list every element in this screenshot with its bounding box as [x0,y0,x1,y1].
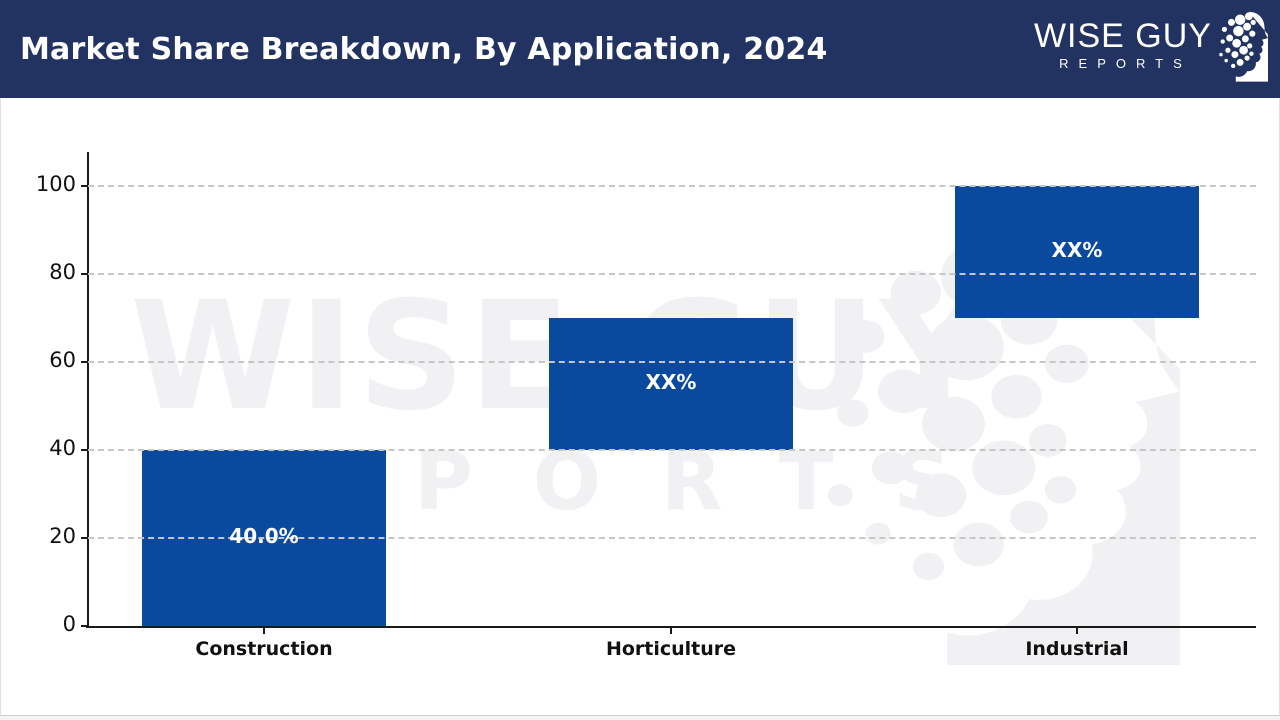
y-tick-label-100: 100 [35,172,76,196]
gridline-40 [88,449,1256,451]
x-tick-label-horticulture: Horticulture [605,638,737,660]
y-tick-60 [81,361,87,363]
logo-wordmark: WISE GUY [1033,17,1212,55]
frame-left-border [0,98,1,720]
bar-horticulture [549,318,793,450]
x-tick-construction [263,628,265,634]
logo-face-icon [1219,11,1268,82]
y-tick-0 [81,625,87,627]
y-tick-80 [81,273,87,275]
x-tick-label-industrial: Industrial [1025,638,1129,660]
y-tick-label-40: 40 [49,436,76,460]
y-tick-20 [81,537,87,539]
y-tick-label-60: 60 [49,348,76,372]
bar-label-industrial: XX% [1051,238,1103,262]
gridline-80 [88,273,1256,275]
gridline-20 [88,537,1256,539]
x-tick-horticulture [670,628,672,634]
y-axis-spine [87,152,89,628]
y-tick-100 [81,185,87,187]
header: Market Share Breakdown, By Application, … [0,0,1280,98]
y-tick-label-20: 20 [49,524,76,548]
y-tick-40 [81,449,87,451]
logo-tagline: REPORTS [1059,56,1192,71]
wiseguy-logo: WISE GUY REPORTS [1034,7,1268,83]
gridline-60 [88,361,1256,363]
y-tick-label-0: 0 [62,612,76,636]
x-tick-label-construction: Construction [195,638,333,660]
x-axis-spine [86,626,1256,628]
page-title: Market Share Breakdown, By Application, … [20,31,828,67]
bar-label-construction: 40.0% [229,524,299,548]
bar-label-horticulture: XX% [645,370,697,394]
frame-bottom-border [0,715,1280,720]
gridline-100 [88,185,1256,187]
y-tick-label-80: 80 [49,260,76,284]
x-tick-industrial [1076,628,1078,634]
